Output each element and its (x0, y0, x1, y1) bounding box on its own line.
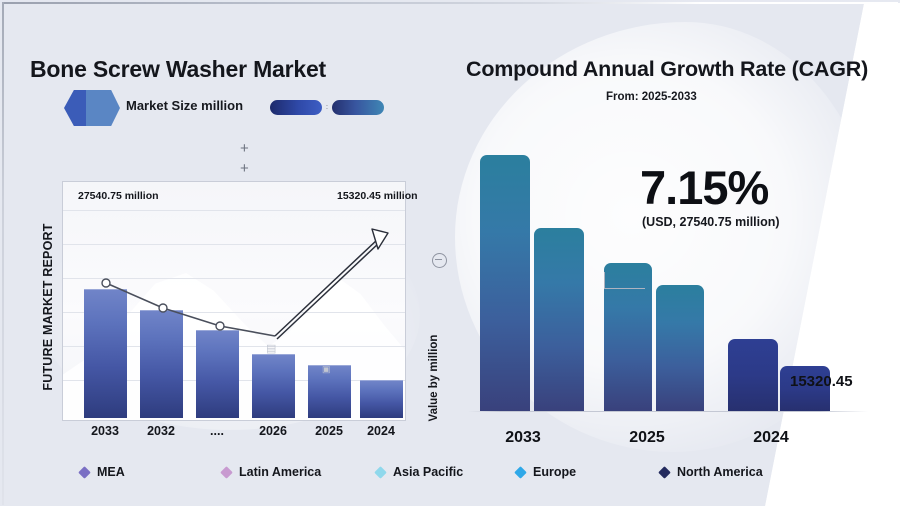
cagr-note: (USD, 27540.75 million) (642, 215, 780, 229)
right-x-label-2033: 2033 (505, 429, 541, 446)
bar-2032 (140, 310, 183, 418)
x-label-2024: 2024 (367, 424, 395, 438)
legend-pill-separator: : (326, 104, 328, 111)
x-label-2033: 2033 (91, 424, 119, 438)
panel-top-border (2, 2, 898, 4)
right-subtitle: From: 2025-2033 (606, 91, 697, 103)
right-bar-2024-primary (728, 339, 778, 411)
legend-diamond-icon (658, 465, 671, 479)
legend-item-north-america[interactable]: North America (658, 465, 763, 479)
panel-left-border (2, 2, 4, 505)
legend-item-latin-america[interactable]: Latin America (220, 465, 376, 479)
left-chart-trend-line (101, 228, 389, 340)
right-bar-2033-primary (480, 155, 530, 411)
right-bar-2033-secondary (534, 228, 584, 411)
legend-item-mea[interactable]: MEA (78, 465, 222, 479)
legend-label: Asia Pacific (393, 465, 464, 479)
right-x-label-2024: 2024 (753, 429, 789, 446)
bar-2033 (84, 289, 127, 418)
right-bar-2025-primary (604, 263, 652, 411)
right-chart-value-label: 15320.45 (790, 373, 853, 390)
right-page-title: Compound Annual Growth Rate (CAGR) (466, 57, 869, 81)
left-page-title: Bone Screw Washer Market (30, 56, 327, 82)
x-label-2025: 2025 (315, 424, 343, 438)
cagr-value: 7.15% (640, 161, 769, 214)
plus-icon: + (240, 140, 249, 157)
legend-label: Latin America (239, 465, 322, 479)
brand-logo-icon (64, 90, 120, 126)
legend-item-asia-pacific[interactable]: Asia Pacific (374, 465, 516, 479)
legend-diamond-icon (78, 465, 91, 479)
bar-2024 (360, 380, 403, 418)
left-chart-start-value-label: 27540.75 million (78, 190, 159, 202)
document-mini-icon: ▤ (266, 343, 277, 355)
right-bar-2024-secondary (780, 366, 830, 411)
square-mini-icon: ▣ (322, 364, 331, 374)
legend-pill-secondary (331, 100, 384, 115)
left-chart-x-axis: 2033 2032 .... 2026 2025 2024 (62, 424, 404, 444)
legend-pill-group: : (270, 100, 384, 115)
left-y-axis-label: FUTURE MARKET REPORT (41, 223, 55, 391)
legend-diamond-icon (514, 465, 527, 479)
bar-ellipsis (196, 330, 239, 418)
legend-label: MEA (97, 465, 125, 479)
region-legend: MEA Latin America Asia Pacific Europe No… (78, 465, 820, 479)
legend-diamond-icon (220, 465, 233, 479)
legend-label: North America (677, 465, 763, 479)
legend-diamond-icon (374, 465, 387, 479)
plus-icon: + (240, 160, 249, 177)
right-bar-2025-secondary (656, 285, 704, 411)
right-x-label-2025: 2025 (629, 429, 665, 446)
circle-minus-icon (432, 253, 447, 268)
bar-2025 (308, 365, 351, 418)
right-bar-chart (468, 155, 868, 420)
right-chart-baseline (468, 410, 868, 412)
right-y-axis-label: Value by million (428, 334, 440, 422)
legend-label: Europe (533, 465, 577, 479)
left-chart-bars (62, 181, 404, 419)
legend-item-europe[interactable]: Europe (514, 465, 660, 479)
left-chart-end-value-label: 15320.45 million (337, 190, 418, 202)
series-legend-label: Market Size million (126, 98, 244, 113)
legend-pill-primary (270, 100, 322, 115)
bar-2026 (252, 354, 295, 418)
x-label-ellipsis: .... (210, 424, 224, 438)
x-label-2032: 2032 (147, 424, 175, 438)
corner-bracket-icon (604, 272, 645, 289)
x-label-2026: 2026 (259, 424, 287, 438)
